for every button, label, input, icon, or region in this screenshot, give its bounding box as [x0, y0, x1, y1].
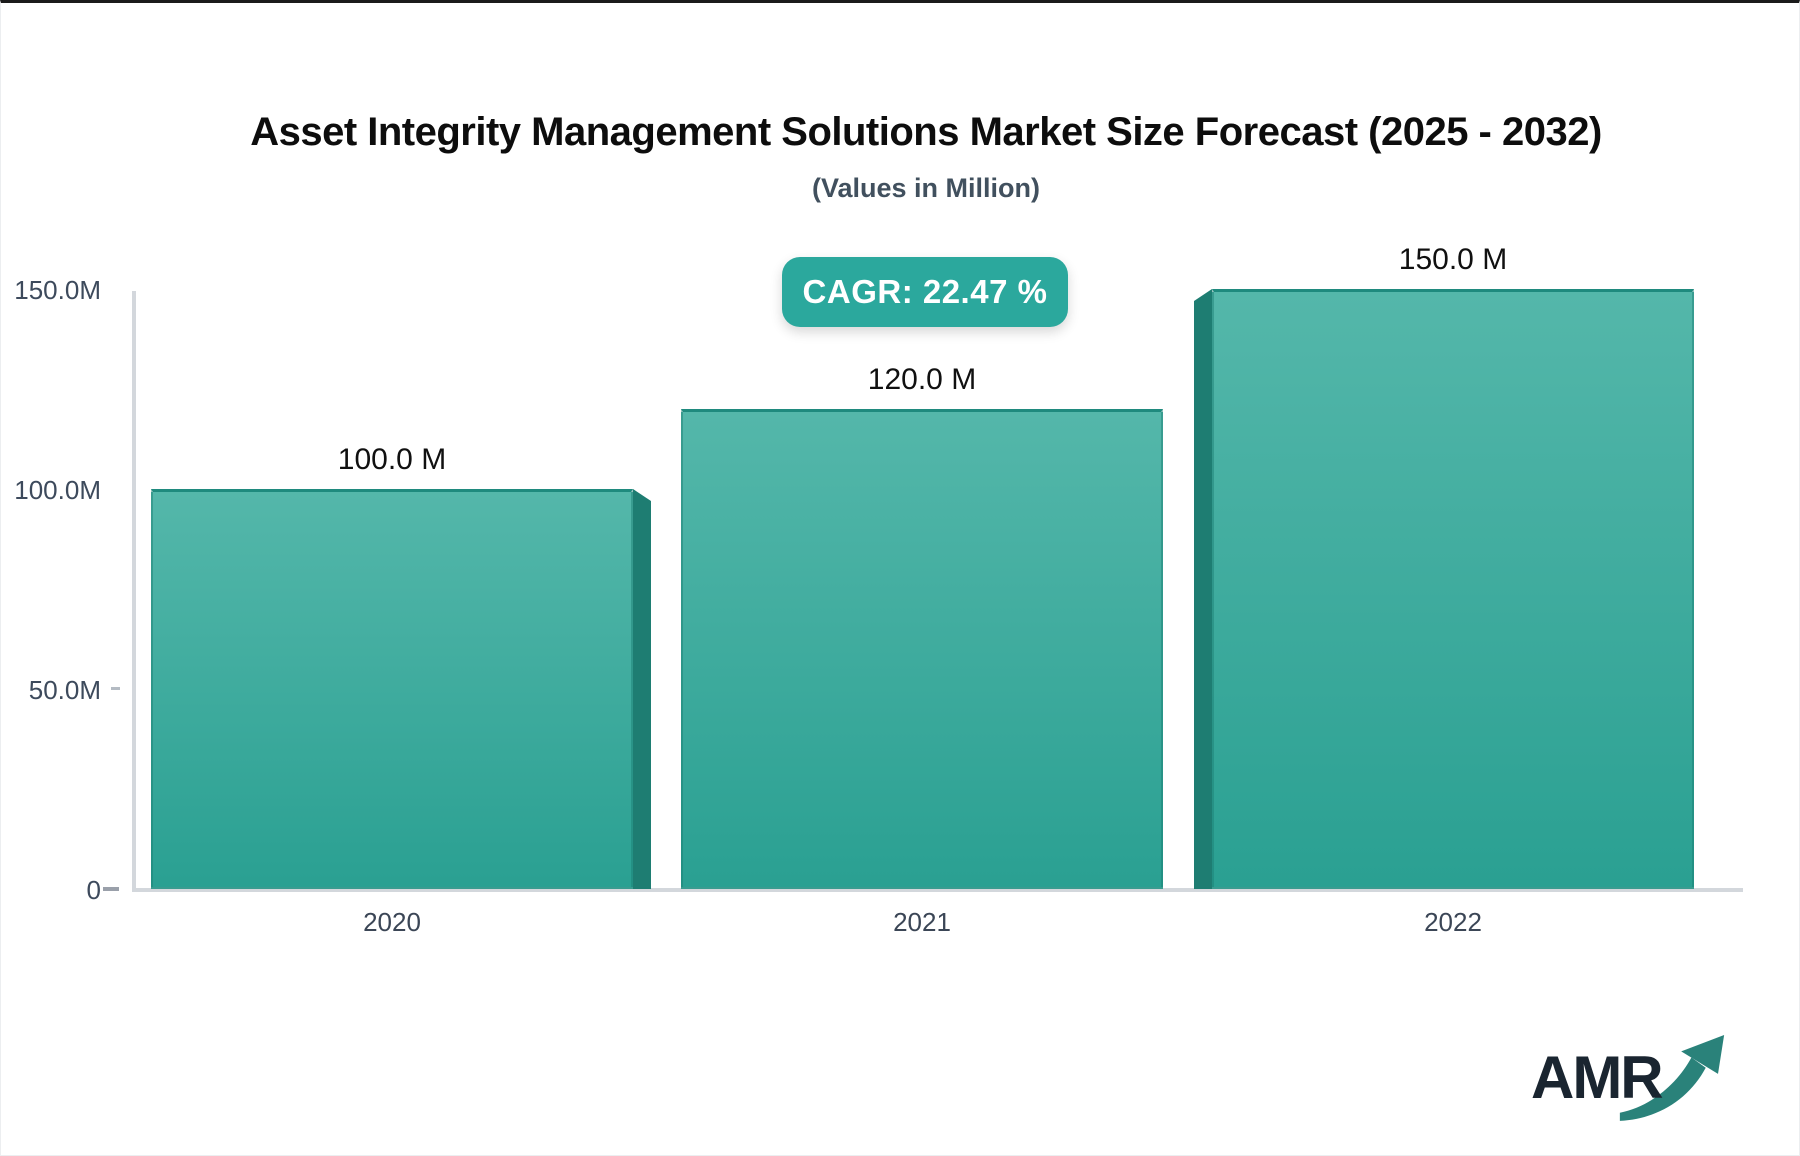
- x-axis-line: [132, 888, 1743, 892]
- x-axis-label-2022: 2022: [1424, 907, 1482, 937]
- chart-subtitle: (Values in Million): [811, 173, 1041, 203]
- y-axis-line: [132, 291, 136, 892]
- x-axis-label-2021: 2021: [893, 907, 951, 937]
- bar-2021: [681, 409, 1163, 889]
- bar-2022: [1212, 289, 1694, 889]
- x-axis-label-2020: 2020: [363, 907, 421, 937]
- y-axis-label: 100.0M: [14, 475, 101, 505]
- cagr-badge: CAGR: 22.47 %: [782, 257, 1068, 327]
- bar-3d-side: [633, 489, 651, 889]
- trending-up-arrow-icon: [1619, 1035, 1725, 1121]
- amr-logo: AMR: [1521, 1025, 1741, 1125]
- bar-2020: [151, 489, 633, 889]
- bar-value-label: 100.0 M: [337, 443, 447, 476]
- bar-value-label: 150.0 M: [1398, 243, 1508, 276]
- y-axis-label: 0: [86, 875, 101, 905]
- y-axis-label: 50.0M: [28, 675, 101, 705]
- y-axis-label: 150.0M: [14, 275, 101, 305]
- y-axis-tick: [103, 887, 119, 891]
- cagr-badge-label: CAGR: 22.47 %: [802, 273, 1048, 310]
- bar-value-label: 120.0 M: [867, 363, 977, 396]
- amr-logo-text: AMR: [1531, 1044, 1664, 1111]
- y-axis-tick: [111, 687, 120, 690]
- bar-3d-side: [1194, 289, 1212, 889]
- plot-area: 100.0 M 2020 120.0 M 2021 150.0 M 2022 150.0M 1…: [1, 3, 1799, 1155]
- chart-title: Asset Integrity Management Solutions Mar…: [250, 110, 1602, 154]
